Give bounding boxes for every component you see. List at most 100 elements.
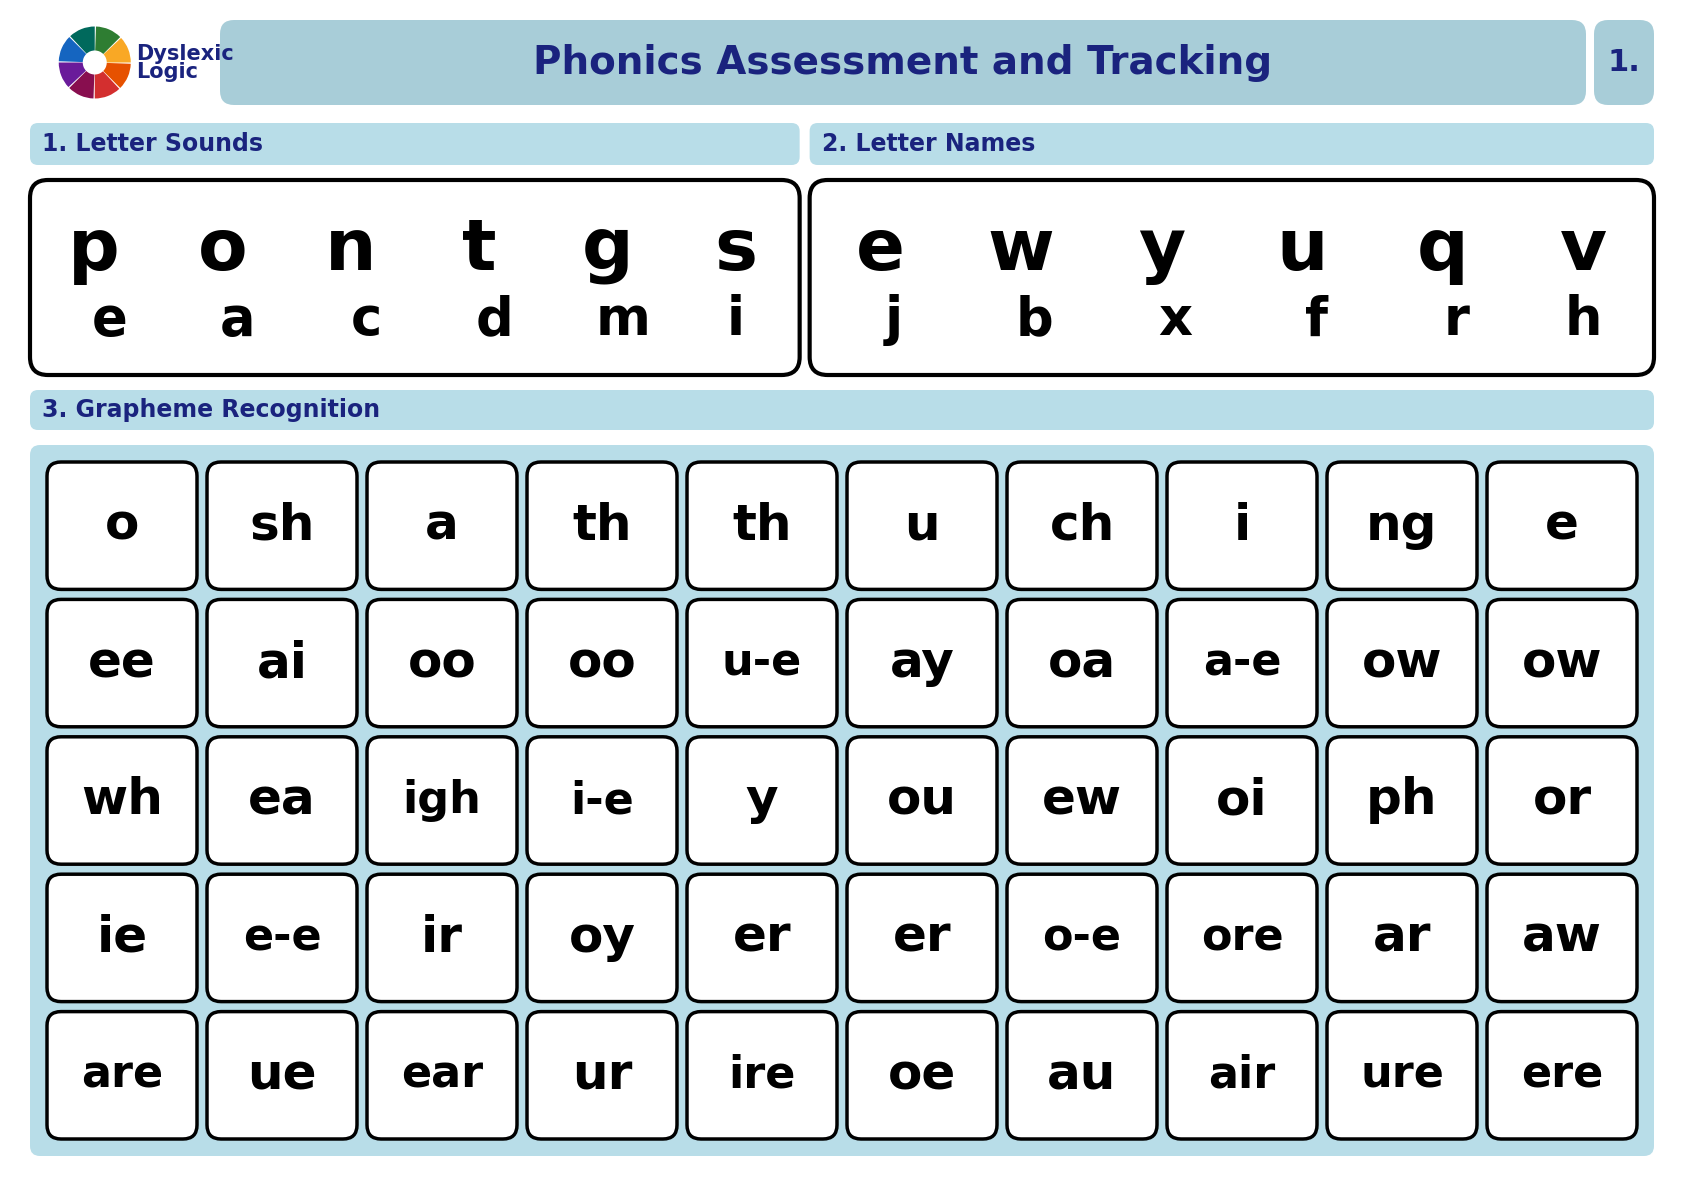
- Wedge shape: [103, 63, 131, 88]
- Text: b: b: [1015, 294, 1054, 347]
- Text: th: th: [733, 501, 791, 550]
- FancyBboxPatch shape: [207, 599, 357, 727]
- Text: ear: ear: [401, 1054, 483, 1097]
- FancyBboxPatch shape: [47, 737, 197, 865]
- FancyBboxPatch shape: [30, 445, 1654, 1156]
- FancyBboxPatch shape: [527, 599, 677, 727]
- FancyBboxPatch shape: [687, 737, 837, 865]
- FancyBboxPatch shape: [527, 1011, 677, 1139]
- FancyBboxPatch shape: [1487, 1011, 1637, 1139]
- FancyBboxPatch shape: [207, 462, 357, 590]
- FancyBboxPatch shape: [367, 599, 517, 727]
- Text: e: e: [855, 216, 904, 285]
- Text: ar: ar: [1372, 913, 1431, 962]
- Text: th: th: [573, 501, 632, 550]
- FancyBboxPatch shape: [30, 180, 800, 375]
- Text: ow: ow: [1522, 640, 1601, 687]
- Text: ou: ou: [887, 777, 957, 824]
- FancyBboxPatch shape: [527, 462, 677, 590]
- Text: er: er: [733, 913, 791, 962]
- FancyBboxPatch shape: [367, 1011, 517, 1139]
- FancyBboxPatch shape: [687, 462, 837, 590]
- Text: ue: ue: [248, 1052, 317, 1099]
- Text: ai: ai: [256, 640, 308, 687]
- Text: ng: ng: [1366, 501, 1438, 550]
- Text: e: e: [91, 294, 128, 347]
- Text: y: y: [1138, 216, 1186, 285]
- Text: a-e: a-e: [1202, 642, 1282, 685]
- Wedge shape: [71, 26, 94, 54]
- FancyBboxPatch shape: [1167, 737, 1317, 865]
- FancyBboxPatch shape: [1487, 874, 1637, 1002]
- Text: r: r: [1445, 294, 1470, 347]
- FancyBboxPatch shape: [687, 874, 837, 1002]
- Text: wh: wh: [81, 777, 163, 824]
- FancyBboxPatch shape: [221, 20, 1586, 105]
- FancyBboxPatch shape: [207, 874, 357, 1002]
- Text: 2. Letter Names: 2. Letter Names: [822, 132, 1036, 156]
- Text: or: or: [1532, 777, 1591, 824]
- FancyBboxPatch shape: [1327, 874, 1477, 1002]
- Text: ire: ire: [727, 1054, 795, 1097]
- Text: are: are: [81, 1054, 163, 1097]
- FancyBboxPatch shape: [687, 599, 837, 727]
- FancyBboxPatch shape: [30, 389, 1654, 430]
- Text: ore: ore: [1201, 916, 1283, 960]
- Text: i: i: [1233, 501, 1251, 550]
- Text: e-e: e-e: [242, 916, 322, 960]
- Text: q: q: [1416, 216, 1468, 285]
- Text: er: er: [893, 913, 951, 962]
- Text: igh: igh: [402, 779, 482, 822]
- FancyBboxPatch shape: [1167, 462, 1317, 590]
- Wedge shape: [103, 38, 131, 62]
- Text: y: y: [746, 777, 778, 824]
- Text: ow: ow: [1362, 640, 1442, 687]
- Text: oi: oi: [1216, 777, 1268, 824]
- Text: i: i: [726, 294, 744, 347]
- Text: u: u: [904, 501, 940, 550]
- Wedge shape: [59, 62, 86, 87]
- FancyBboxPatch shape: [1327, 599, 1477, 727]
- Text: x: x: [1159, 294, 1192, 347]
- FancyBboxPatch shape: [1595, 20, 1654, 105]
- Text: ea: ea: [248, 777, 317, 824]
- FancyBboxPatch shape: [47, 462, 197, 590]
- FancyBboxPatch shape: [367, 874, 517, 1002]
- Text: u: u: [1276, 216, 1329, 285]
- FancyBboxPatch shape: [47, 599, 197, 727]
- FancyBboxPatch shape: [810, 180, 1654, 375]
- Text: Phonics Assessment and Tracking: Phonics Assessment and Tracking: [534, 44, 1273, 81]
- FancyBboxPatch shape: [527, 874, 677, 1002]
- Text: j: j: [886, 294, 903, 347]
- Text: m: m: [594, 294, 650, 347]
- FancyBboxPatch shape: [847, 737, 997, 865]
- FancyBboxPatch shape: [810, 123, 1654, 166]
- Text: g: g: [581, 216, 633, 285]
- Text: ere: ere: [1521, 1054, 1603, 1097]
- Text: 1. Letter Sounds: 1. Letter Sounds: [42, 132, 263, 156]
- Wedge shape: [94, 71, 120, 99]
- Text: ee: ee: [88, 640, 157, 687]
- Text: oy: oy: [569, 913, 635, 962]
- FancyBboxPatch shape: [1327, 462, 1477, 590]
- FancyBboxPatch shape: [207, 737, 357, 865]
- Wedge shape: [96, 26, 120, 54]
- Text: ch: ch: [1049, 501, 1115, 550]
- Text: a: a: [221, 294, 256, 347]
- Text: Logic: Logic: [136, 62, 197, 81]
- Text: e: e: [1544, 501, 1580, 550]
- FancyBboxPatch shape: [1167, 1011, 1317, 1139]
- Text: 3. Grapheme Recognition: 3. Grapheme Recognition: [42, 398, 381, 422]
- FancyBboxPatch shape: [847, 599, 997, 727]
- FancyBboxPatch shape: [847, 462, 997, 590]
- Text: h: h: [1564, 294, 1603, 347]
- FancyBboxPatch shape: [47, 874, 197, 1002]
- Text: s: s: [714, 216, 758, 285]
- FancyBboxPatch shape: [367, 737, 517, 865]
- Text: w: w: [987, 216, 1054, 285]
- Text: a: a: [424, 501, 458, 550]
- FancyBboxPatch shape: [1327, 737, 1477, 865]
- FancyBboxPatch shape: [1487, 599, 1637, 727]
- FancyBboxPatch shape: [1007, 462, 1157, 590]
- Text: 1.: 1.: [1608, 48, 1640, 77]
